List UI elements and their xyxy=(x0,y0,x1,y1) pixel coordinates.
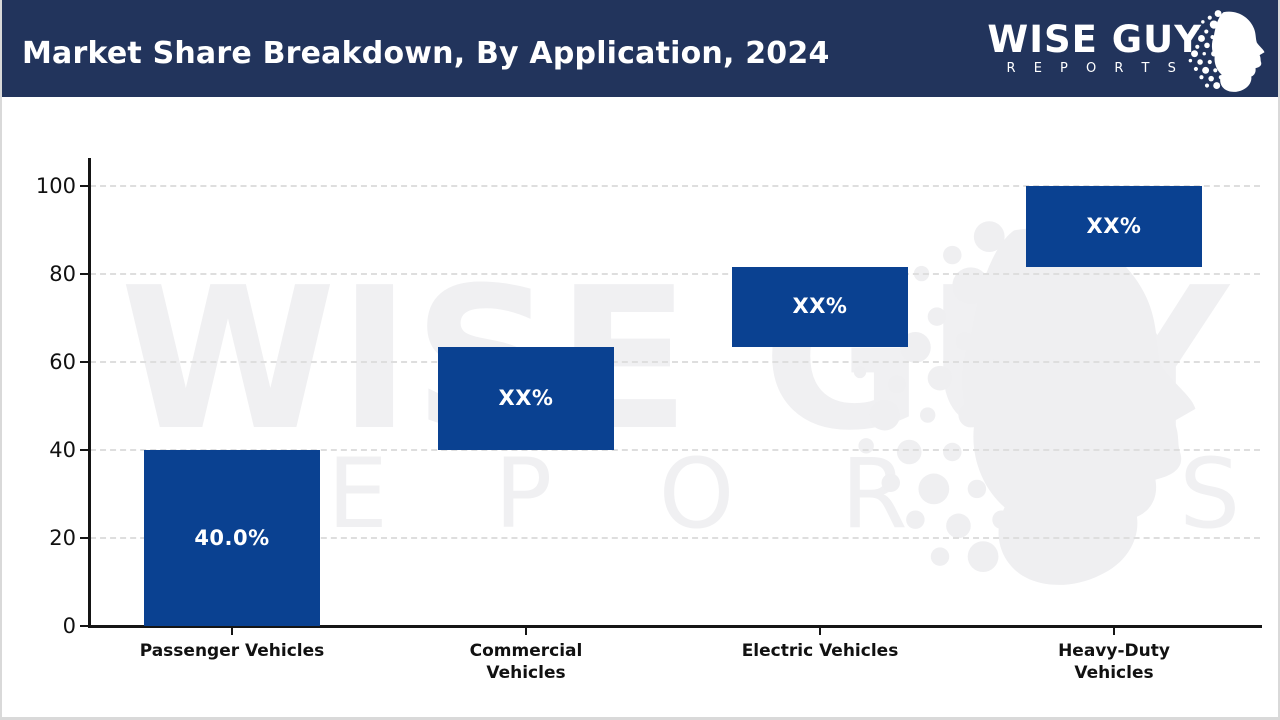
x-tick-mark xyxy=(525,628,527,635)
page-title: Market Share Breakdown, By Application, … xyxy=(22,36,830,71)
y-tick-mark xyxy=(80,625,88,627)
y-tick-label: 100 xyxy=(35,174,76,198)
x-category-label: Heavy-Duty Vehicles xyxy=(1058,641,1170,683)
y-tick-label: 60 xyxy=(49,350,76,374)
x-category-label: Commercial Vehicles xyxy=(469,641,583,683)
x-tick-mark xyxy=(819,628,821,635)
x-category-label: Electric Vehicles xyxy=(741,641,899,661)
wiseguy-logo-line1: WISE GUY xyxy=(987,18,1202,61)
y-tick-mark xyxy=(80,273,88,275)
wiseguy-logo: WISE GUY R E P O R T S xyxy=(987,4,1270,96)
y-axis-line xyxy=(88,158,91,628)
x-category-label: Passenger Vehicles xyxy=(139,641,325,661)
gridline-100 xyxy=(90,185,1260,187)
y-tick-mark xyxy=(80,537,88,539)
x-axis-line xyxy=(88,625,1262,628)
bar-segment: 40.0% xyxy=(144,450,320,626)
x-tick-mark xyxy=(1113,628,1115,635)
wiseguy-face-logo-icon xyxy=(1187,10,1265,92)
bar-segment: XX% xyxy=(1026,186,1202,268)
gridline-20 xyxy=(90,537,1260,539)
y-tick-label: 0 xyxy=(62,614,76,638)
y-tick-mark xyxy=(80,449,88,451)
gridline-80 xyxy=(90,273,1260,275)
bar-segment: XX% xyxy=(732,267,908,347)
wiseguy-logo-line2: R E P O R T S xyxy=(1006,61,1183,76)
y-tick-label: 20 xyxy=(49,526,76,550)
y-tick-label: 80 xyxy=(49,262,76,286)
gridline-60 xyxy=(90,361,1260,363)
wiseguy-logo-text: WISE GUY R E P O R T S xyxy=(987,20,1202,77)
bar-segment: XX% xyxy=(438,346,614,450)
header-bar: Market Share Breakdown, By Application, … xyxy=(2,0,1278,97)
y-tick-mark xyxy=(80,185,88,187)
x-tick-mark xyxy=(231,628,233,635)
y-tick-mark xyxy=(80,361,88,363)
y-tick-label: 40 xyxy=(49,438,76,462)
gridline-40 xyxy=(90,449,1260,451)
